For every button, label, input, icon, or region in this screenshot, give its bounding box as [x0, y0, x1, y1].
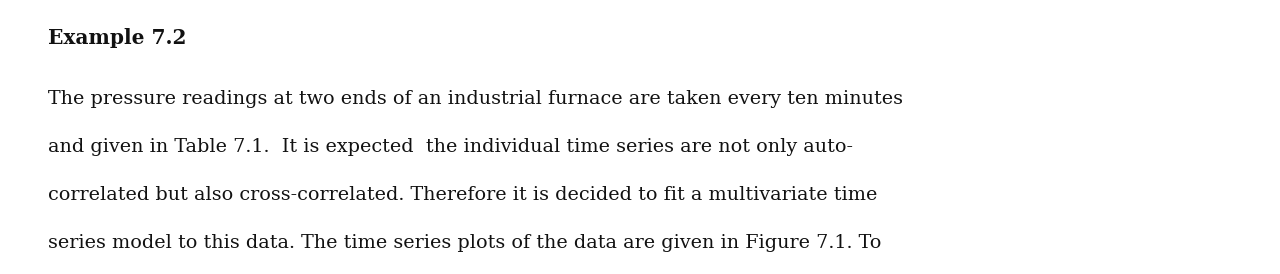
Text: series model to this data. The time series plots of the data are given in Figure: series model to this data. The time seri…: [49, 234, 882, 252]
Text: The pressure readings at two ends of an industrial furnace are taken every ten m: The pressure readings at two ends of an …: [49, 90, 902, 108]
Text: correlated but also cross-correlated. Therefore it is decided to fit a multivari: correlated but also cross-correlated. Th…: [49, 186, 877, 204]
Text: Example 7.2: Example 7.2: [49, 28, 187, 48]
Text: and given in Table 7.1.  It is expected  the individual time series are not only: and given in Table 7.1. It is expected t…: [49, 138, 852, 156]
